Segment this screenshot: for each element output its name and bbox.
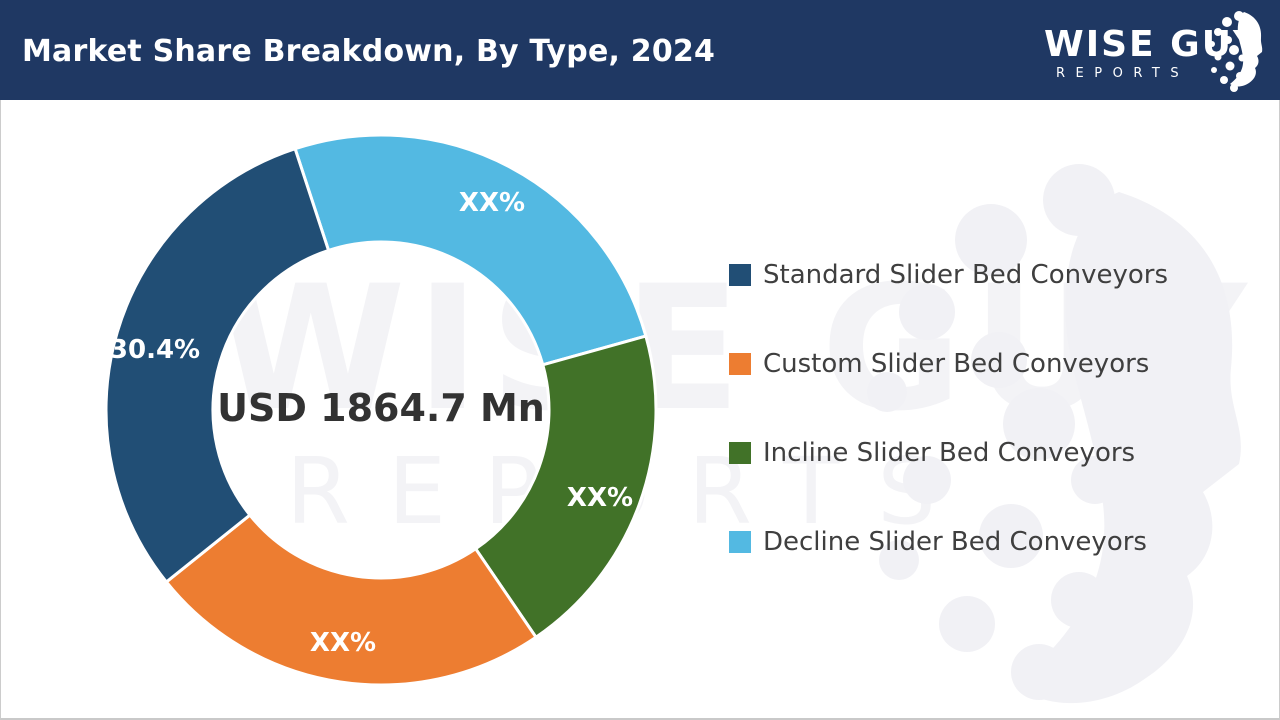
donut-center-value: USD 1864.7 Mn (217, 386, 545, 430)
legend-swatch (729, 264, 751, 286)
legend-item-2: Custom Slider Bed Conveyors (729, 349, 1168, 379)
legend: Standard Slider Bed Conveyors Custom Slid… (729, 260, 1168, 557)
legend-label: Standard Slider Bed Conveyors (763, 260, 1169, 290)
page-title: Market Share Breakdown, By Type, 2024 (22, 34, 716, 69)
logo-subtext: REPORTS (1056, 66, 1190, 81)
legend-label: Decline Slider Bed Conveyors (763, 527, 1147, 557)
legend-swatch (729, 353, 751, 375)
donut-slice-incline (474, 334, 658, 639)
legend-label: Incline Slider Bed Conveyors (763, 438, 1136, 468)
donut-slice-label-custom: XX% (310, 628, 376, 658)
legend-swatch (729, 442, 751, 464)
chart-canvas: WISE GUY REPORTS XX%XX%XX%30.4% USD 1864… (0, 100, 1280, 720)
donut-slice-label-standard: 30.4% (110, 335, 200, 365)
legend-label: Custom Slider Bed Conveyors (763, 349, 1150, 379)
legend-swatch (729, 531, 751, 553)
donut-slice-custom (164, 513, 538, 687)
wise-guy-reports-logo: WISE GUY REPORTS (1016, 6, 1264, 94)
donut-slice-label-incline: XX% (567, 483, 633, 513)
logo-wordmark: WISE GUY (1044, 24, 1262, 65)
donut-slice-standard (104, 147, 331, 584)
legend-item-4: Decline Slider Bed Conveyors (729, 527, 1168, 557)
legend-item-3: Incline Slider Bed Conveyors (729, 438, 1168, 468)
donut-chart: XX% XX% XX% 30.4% USD 1864.7 Mn (104, 133, 658, 687)
donut-slice-label-decline: XX% (459, 188, 525, 218)
donut-slice-decline (293, 133, 648, 367)
face-profile-icon (1209, 11, 1263, 92)
legend-item-1: Standard Slider Bed Conveyors (729, 260, 1168, 290)
header-bar: Market Share Breakdown, By Type, 2024 WI… (0, 0, 1280, 100)
